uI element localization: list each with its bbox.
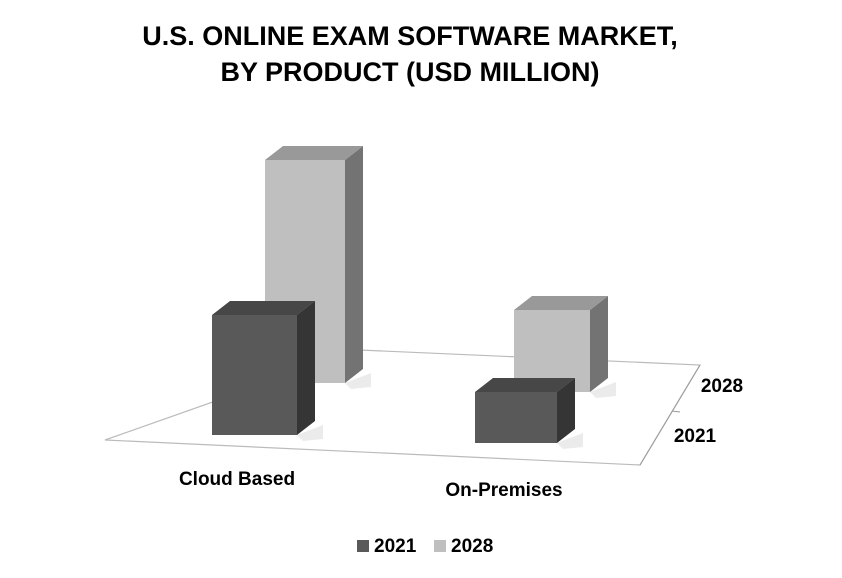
bar-shadow: [345, 373, 371, 389]
legend-swatch: [357, 540, 369, 552]
bar-top: [265, 146, 363, 160]
bar-top: [212, 301, 315, 315]
bar-top: [475, 378, 575, 392]
legend-label: 2021: [374, 536, 417, 557]
bar-top: [514, 296, 608, 310]
bar: [475, 378, 583, 449]
chart-subtitle: BY PRODUCT (USD MILLION): [221, 57, 600, 87]
bar: [212, 301, 323, 441]
legend-swatch: [434, 540, 446, 552]
bar-side: [297, 301, 315, 435]
depth-label: 2021: [674, 426, 717, 447]
bar-shadow: [297, 425, 323, 441]
x-tick-label: On-Premises: [445, 480, 562, 501]
x-tick-label: Cloud Based: [179, 469, 295, 490]
depth-label: 2028: [701, 376, 743, 397]
bar-side: [345, 146, 363, 383]
bar: [514, 296, 616, 398]
bar-front: [212, 315, 297, 435]
depth-tick: [671, 410, 681, 413]
chart-title: U.S. ONLINE EXAM SOFTWARE MARKET,: [142, 21, 678, 51]
floor: [104, 349, 702, 466]
bar-front: [475, 392, 557, 443]
depth-axis: [639, 364, 701, 466]
bar-side: [590, 296, 608, 392]
legend-label: 2028: [451, 536, 493, 557]
bar-shadow: [557, 433, 583, 449]
bar-side: [557, 378, 575, 443]
bar-shadow: [590, 382, 616, 398]
